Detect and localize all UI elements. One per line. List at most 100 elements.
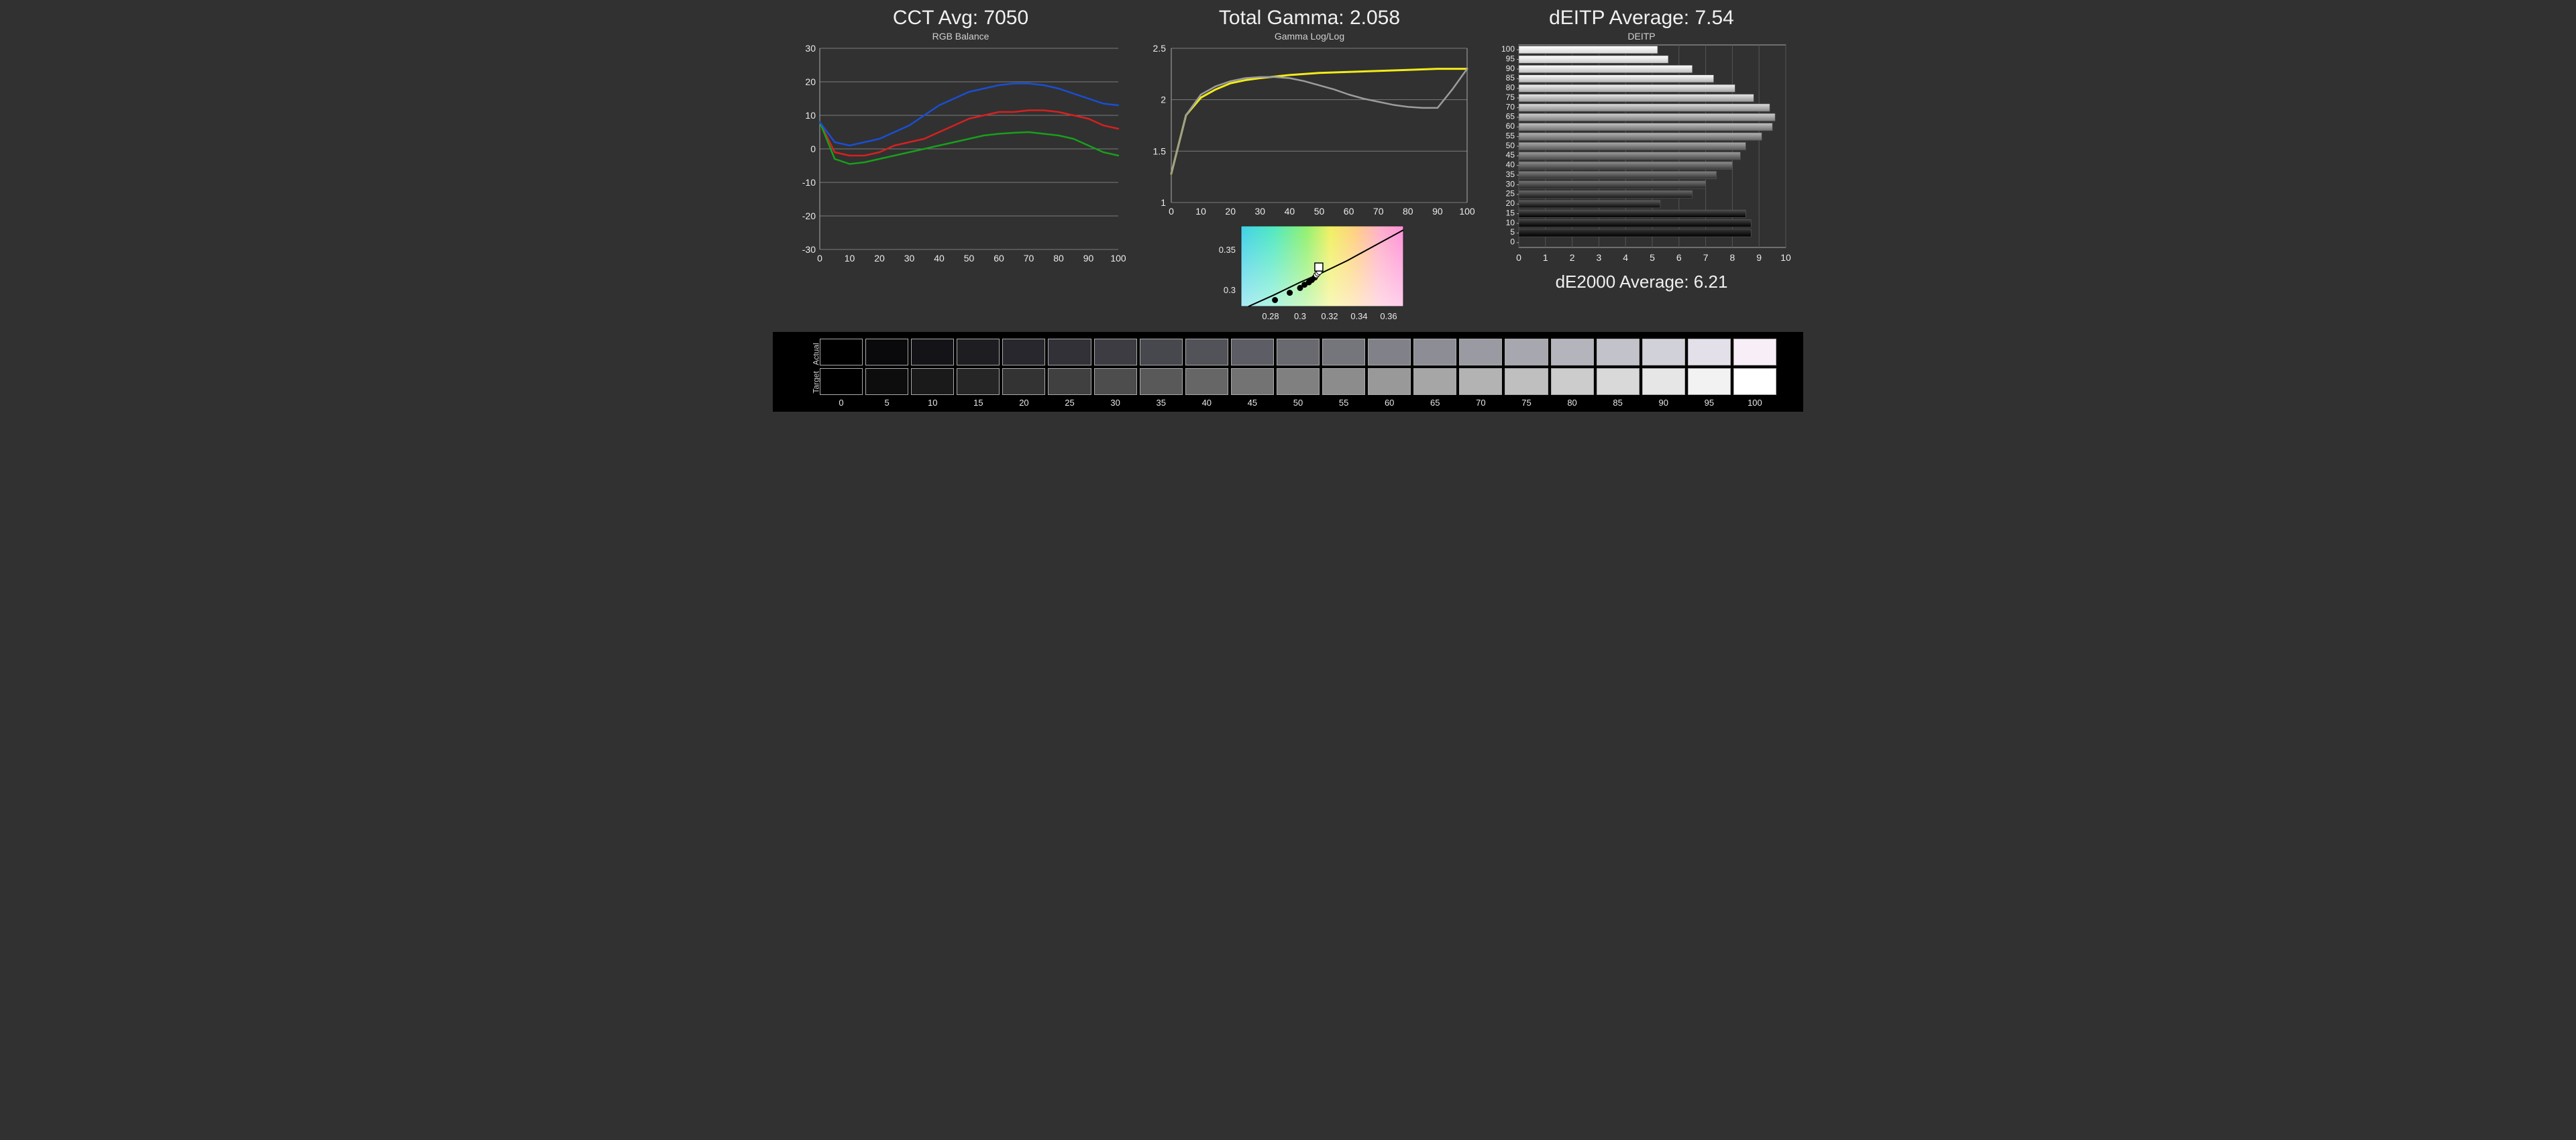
actual-label: Actual xyxy=(812,343,821,365)
actual-swatch xyxy=(1688,339,1731,365)
svg-text:10: 10 xyxy=(1780,252,1791,263)
svg-text:4: 4 xyxy=(1623,252,1628,263)
target-swatch xyxy=(820,368,863,395)
svg-text:95: 95 xyxy=(1506,54,1515,63)
target-swatch xyxy=(1505,368,1548,395)
swatch-step-label: 25 xyxy=(1048,398,1091,408)
svg-text:100: 100 xyxy=(1459,206,1475,217)
target-swatch xyxy=(1002,368,1045,395)
swatch-step-label: 15 xyxy=(957,398,1000,408)
svg-text:-10: -10 xyxy=(802,177,816,188)
svg-text:65: 65 xyxy=(1506,112,1515,121)
deitp-panel: dEITP Average: 7.54 DEITP 01234567891005… xyxy=(1491,7,1792,323)
svg-text:0.36: 0.36 xyxy=(1380,311,1397,321)
swatch-step-label: 35 xyxy=(1140,398,1183,408)
svg-text:15: 15 xyxy=(1506,208,1515,217)
actual-swatch xyxy=(1597,339,1640,365)
svg-text:20: 20 xyxy=(1506,198,1515,208)
target-swatch xyxy=(1688,368,1731,395)
target-swatch xyxy=(1597,368,1640,395)
svg-text:50: 50 xyxy=(964,253,975,264)
actual-swatch xyxy=(1733,339,1776,365)
svg-text:80: 80 xyxy=(1053,253,1064,264)
target-swatch xyxy=(911,368,954,395)
svg-text:90: 90 xyxy=(1432,206,1443,217)
svg-text:40: 40 xyxy=(1285,206,1295,217)
svg-text:20: 20 xyxy=(1225,206,1236,217)
svg-text:0.28: 0.28 xyxy=(1262,311,1279,321)
svg-text:40: 40 xyxy=(934,253,945,264)
svg-text:90: 90 xyxy=(1506,64,1515,73)
gamma-chart: 11.522.50102030405060708090100 xyxy=(1142,42,1477,223)
cct-avg-title: CCT Avg: 7050 xyxy=(793,7,1128,30)
actual-swatch xyxy=(1048,339,1091,365)
actual-swatch xyxy=(1231,339,1274,365)
rgb-balance-subtitle: RGB Balance xyxy=(793,31,1128,42)
target-swatch xyxy=(1368,368,1411,395)
svg-text:1: 1 xyxy=(1543,252,1548,263)
svg-text:10: 10 xyxy=(1506,218,1515,227)
actual-swatch xyxy=(1459,339,1502,365)
target-swatch xyxy=(1094,368,1137,395)
svg-text:0: 0 xyxy=(1510,237,1515,247)
target-swatch xyxy=(957,368,1000,395)
actual-swatch xyxy=(1185,339,1228,365)
swatch-step-label: 65 xyxy=(1413,398,1456,408)
svg-text:0: 0 xyxy=(817,253,822,264)
svg-text:20: 20 xyxy=(805,76,816,87)
de2000-label: dE2000 Average: 6.21 xyxy=(1491,272,1792,292)
svg-text:10: 10 xyxy=(1195,206,1206,217)
svg-text:0: 0 xyxy=(1516,252,1521,263)
swatch-step-label: 45 xyxy=(1231,398,1274,408)
swatch-step-label: 55 xyxy=(1322,398,1365,408)
target-swatch xyxy=(1231,368,1274,395)
svg-text:50: 50 xyxy=(1506,141,1515,150)
actual-swatch xyxy=(1140,339,1183,365)
svg-text:100: 100 xyxy=(1501,44,1515,54)
rgb-balance-panel: CCT Avg: 7050 RGB Balance -30-20-1001020… xyxy=(793,7,1128,323)
svg-text:10: 10 xyxy=(805,110,816,121)
rgb-balance-chart: -30-20-1001020300102030405060708090100 xyxy=(793,42,1128,270)
svg-text:5: 5 xyxy=(1650,252,1655,263)
swatch-step-label: 40 xyxy=(1185,398,1228,408)
svg-text:30: 30 xyxy=(904,253,915,264)
target-label: Target xyxy=(812,371,821,393)
svg-text:10: 10 xyxy=(845,253,855,264)
svg-text:40: 40 xyxy=(1506,160,1515,170)
svg-text:80: 80 xyxy=(1403,206,1413,217)
svg-text:3: 3 xyxy=(1597,252,1602,263)
actual-swatch xyxy=(957,339,1000,365)
target-swatch xyxy=(1140,368,1183,395)
swatch-step-label: 85 xyxy=(1597,398,1640,408)
svg-text:7: 7 xyxy=(1703,252,1709,263)
swatch-step-label: 100 xyxy=(1733,398,1776,408)
actual-swatch xyxy=(1002,339,1045,365)
svg-text:0: 0 xyxy=(1169,206,1174,217)
svg-text:35: 35 xyxy=(1506,170,1515,179)
svg-text:55: 55 xyxy=(1506,131,1515,140)
swatch-scale: 0510152025303540455055606570758085909510… xyxy=(820,398,1776,408)
actual-swatch xyxy=(1413,339,1456,365)
svg-text:-30: -30 xyxy=(802,244,816,255)
svg-text:30: 30 xyxy=(1506,179,1515,188)
actual-swatch xyxy=(865,339,908,365)
svg-text:6: 6 xyxy=(1676,252,1682,263)
svg-text:8: 8 xyxy=(1730,252,1735,263)
deitp-title: dEITP Average: 7.54 xyxy=(1491,7,1792,30)
actual-swatch xyxy=(1551,339,1594,365)
actual-swatch xyxy=(911,339,954,365)
svg-text:9: 9 xyxy=(1756,252,1762,263)
svg-text:0: 0 xyxy=(810,144,816,154)
actual-swatch xyxy=(1277,339,1320,365)
svg-text:2: 2 xyxy=(1161,95,1166,105)
cie-chart: 0.280.30.320.340.360.30.35 xyxy=(1209,223,1410,323)
svg-text:20: 20 xyxy=(874,253,885,264)
svg-text:100: 100 xyxy=(1110,253,1126,264)
svg-text:60: 60 xyxy=(994,253,1004,264)
svg-text:30: 30 xyxy=(1255,206,1266,217)
svg-text:30: 30 xyxy=(805,43,816,54)
svg-text:75: 75 xyxy=(1506,93,1515,102)
svg-text:2: 2 xyxy=(1570,252,1575,263)
gamma-title: Total Gamma: 2.058 xyxy=(1142,7,1477,30)
grayscale-strip: Actual Target 05101520253035404550556065… xyxy=(773,332,1803,412)
